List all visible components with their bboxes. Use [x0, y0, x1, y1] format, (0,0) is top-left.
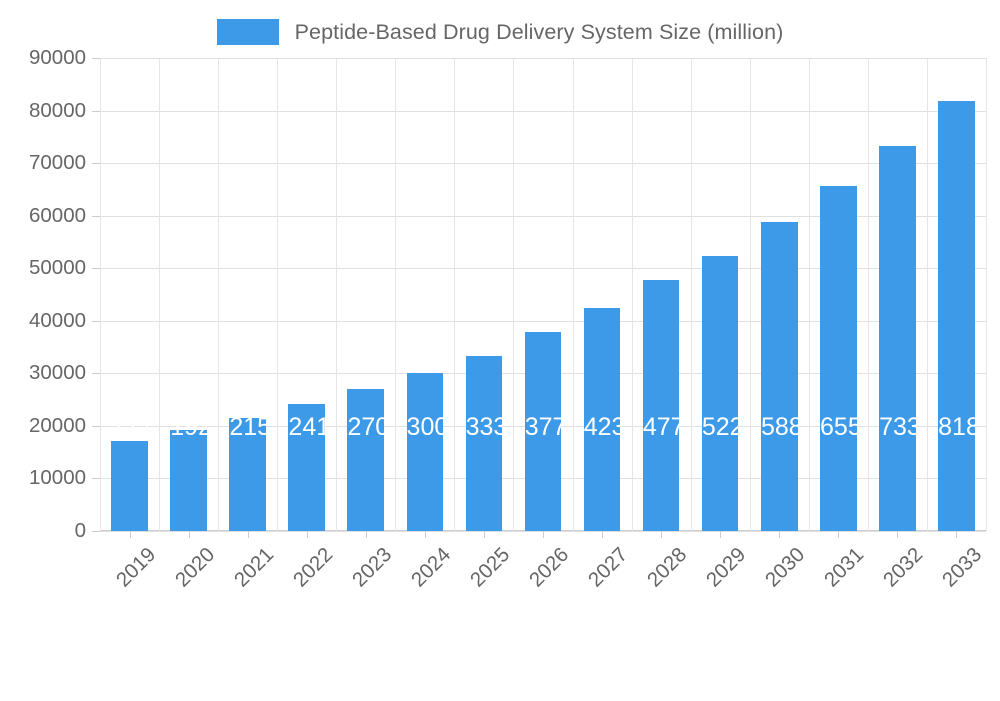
bar[interactable]: 33390 [465, 355, 503, 531]
y-axis-tick-mark [92, 268, 100, 270]
y-axis-tick-label: 80000 [28, 98, 86, 122]
gridline-vertical [336, 58, 337, 531]
y-axis-tick-label: 90000 [28, 46, 86, 69]
bar-value-label: 58890 [760, 413, 798, 441]
y-axis-tick-label: 70000 [28, 151, 86, 175]
x-axis-tick-mark [307, 531, 308, 538]
bar[interactable]: 81800 [938, 101, 975, 531]
y-axis-tick-label: 30000 [28, 361, 86, 385]
y-axis-tick-mark [92, 373, 100, 375]
gridline-horizontal [100, 320, 986, 322]
gridline-vertical [927, 58, 928, 531]
x-axis-tick-mark [130, 531, 131, 538]
bar[interactable]: 42350 [583, 308, 621, 531]
gridline-horizontal [100, 163, 986, 165]
y-axis-tick-mark [92, 425, 100, 427]
y-axis-tick-mark [92, 110, 100, 112]
y-axis-tick-mark [92, 215, 100, 217]
x-axis-tick-mark [602, 531, 603, 538]
legend-label: Peptide-Based Drug Delivery System Size … [294, 19, 784, 44]
bar[interactable]: 21570 [229, 413, 266, 531]
bar-value-label: 42350 [583, 413, 621, 441]
bar[interactable]: 47730 [642, 280, 680, 531]
gridline-vertical [100, 58, 101, 531]
x-axis-tick-mark [956, 531, 957, 538]
x-axis-tick-mark [661, 531, 662, 538]
bar[interactable]: 58890 [760, 221, 798, 531]
y-axis-tick-mark [92, 478, 100, 480]
bar[interactable]: 19260 [170, 413, 207, 531]
gridline-vertical [277, 58, 278, 531]
gridline-vertical [218, 58, 219, 531]
x-axis-tick-mark [425, 531, 426, 538]
x-axis-tick-mark [543, 531, 544, 538]
bar-value-label: 24170 [288, 413, 326, 441]
bar-value-label: 37790 [524, 413, 562, 441]
y-axis-tick-label: 0 [74, 519, 86, 542]
bar[interactable]: 73330 [879, 145, 916, 531]
bar-value-label: 27070 [347, 413, 385, 441]
gridline-horizontal [100, 215, 986, 217]
gridline-horizontal [100, 110, 986, 112]
x-axis-tick-mark [897, 531, 898, 538]
y-axis-tick-label: 20000 [28, 413, 86, 437]
bar[interactable]: 65570 [820, 186, 857, 531]
bar-value-label: 73330 [879, 413, 916, 441]
gridline-vertical [159, 58, 160, 531]
chart-legend[interactable]: Peptide-Based Drug Delivery System Size … [0, 14, 1000, 50]
bar[interactable]: 37790 [524, 332, 562, 531]
x-axis-tick-mark [366, 531, 367, 538]
gridline-vertical [809, 58, 810, 531]
gridline-vertical [513, 58, 514, 531]
bar-value-label: 17200 [111, 413, 148, 442]
bar[interactable]: 27070 [347, 388, 385, 531]
bar-value-label: 21570 [229, 413, 266, 442]
bar-value-label: 47730 [642, 413, 680, 441]
gridline-horizontal [100, 58, 986, 59]
y-axis-tick-mark [92, 531, 100, 532]
gridline-vertical [868, 58, 869, 531]
bar-value-label: 65570 [820, 413, 857, 441]
gridline-vertical [454, 58, 455, 531]
bar[interactable]: 52280 [701, 256, 739, 531]
bar-value-label: 52280 [701, 413, 739, 441]
bar-value-label: 81800 [938, 413, 975, 441]
bar[interactable]: 17200 [111, 413, 148, 531]
bar[interactable]: 30030 [406, 373, 444, 531]
gridline-horizontal [100, 268, 986, 270]
y-axis-tick-label: 50000 [28, 256, 86, 280]
legend-swatch-icon [216, 19, 279, 45]
y-axis-tick-mark [92, 163, 100, 165]
x-axis-tick-mark [248, 531, 249, 538]
gridline-vertical [750, 58, 751, 531]
y-axis-tick-mark [92, 58, 100, 59]
x-axis-tick-mark [720, 531, 721, 538]
bar-value-label: 33390 [465, 413, 503, 441]
x-axis-tick-mark [779, 531, 780, 538]
gridline-vertical [395, 58, 396, 531]
plot-area: 17200 19260 21570 24170 27070 30030 33390 37790… [100, 58, 987, 532]
y-axis-tick-label: 40000 [28, 308, 86, 332]
y-axis-tick-label: 10000 [28, 466, 86, 490]
gridline-vertical [573, 58, 574, 531]
x-axis-tick-mark [484, 531, 485, 538]
gridline-vertical [632, 58, 633, 531]
y-axis-tick-mark [92, 320, 100, 322]
gridline-vertical [691, 58, 692, 531]
y-axis-tick-label: 60000 [28, 203, 86, 227]
gridline-vertical [986, 58, 987, 531]
x-axis: 2019 2020 2021 2022 2023 2024 2025 2026 2027 2028… [100, 531, 987, 600]
bar-value-label: 30030 [406, 413, 444, 441]
bar-chart: Peptide-Based Drug Delivery System Size … [0, 0, 1000, 600]
x-axis-tick-mark [189, 531, 190, 538]
bar-value-label: 19260 [170, 413, 207, 442]
y-axis: 0 10000 20000 30000 40000 50000 60000 70000 8000… [0, 0, 100, 600]
bar[interactable]: 24170 [288, 403, 326, 531]
x-axis-tick-mark [838, 531, 839, 538]
